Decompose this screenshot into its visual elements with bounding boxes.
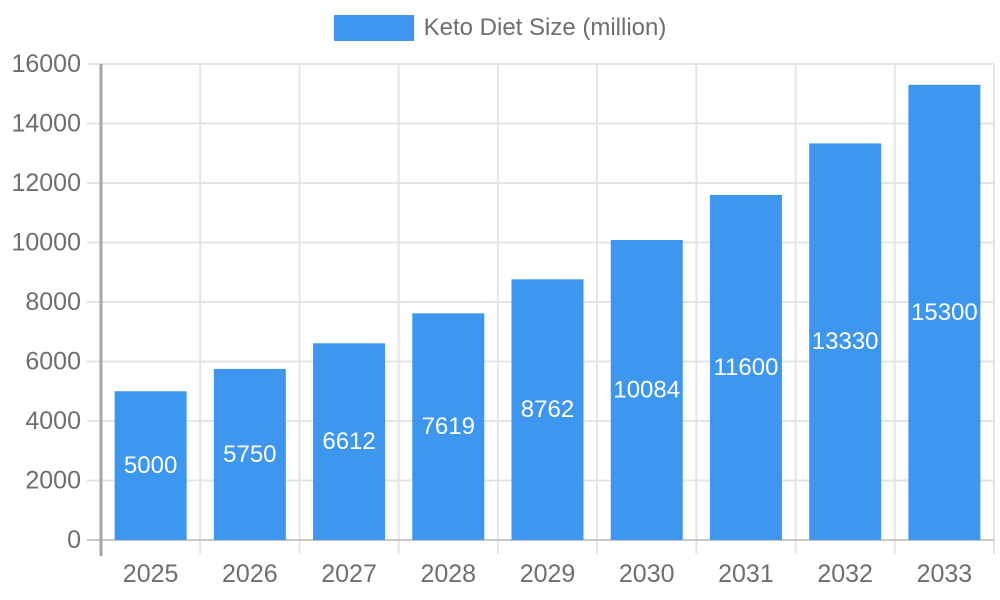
bar (114, 391, 187, 540)
x-axis-label: 2029 (520, 560, 576, 588)
x-axis-label: 2033 (917, 560, 973, 588)
x-axis-label: 2027 (321, 560, 377, 588)
bar (908, 84, 981, 540)
x-axis-label: 2026 (222, 560, 278, 588)
y-axis-label: 8000 (25, 288, 81, 316)
x-axis-label: 2025 (123, 560, 179, 588)
bar-value-label: 11600 (713, 354, 778, 381)
bar (511, 279, 584, 540)
y-axis-label: 2000 (25, 467, 81, 495)
bar-value-label: 5000 (124, 452, 177, 479)
bar-value-label: 7619 (422, 413, 475, 440)
y-axis-label: 14000 (11, 110, 81, 138)
x-axis-label: 2032 (817, 560, 873, 588)
y-axis-label: 4000 (25, 407, 81, 435)
chart-legend[interactable]: Keto Diet Size (million) (0, 15, 1000, 41)
bar-value-label: 10084 (613, 377, 680, 404)
legend-label[interactable]: Keto Diet Size (million) (423, 14, 667, 41)
bar-value-label: 15300 (911, 299, 978, 326)
bar (313, 343, 386, 540)
bar-value-label: 13330 (812, 328, 879, 355)
legend-swatch[interactable] (333, 15, 414, 41)
bar-value-label: 6612 (322, 428, 375, 455)
y-axis-label: 10000 (11, 229, 81, 257)
y-axis-label: 6000 (25, 348, 81, 376)
bar-value-label: 8762 (521, 396, 574, 423)
x-axis-label: 2031 (718, 560, 774, 588)
x-axis-label: 2030 (619, 560, 675, 588)
y-axis-label: 16000 (11, 50, 81, 78)
y-axis-label: 12000 (11, 169, 81, 197)
x-axis-label: 2028 (420, 560, 476, 588)
bar (610, 240, 683, 540)
bar-value-label: 5750 (223, 441, 276, 468)
bar (709, 194, 782, 540)
y-axis-label: 0 (67, 526, 81, 554)
bar (213, 368, 286, 540)
bar (809, 143, 882, 540)
bar (412, 313, 485, 540)
